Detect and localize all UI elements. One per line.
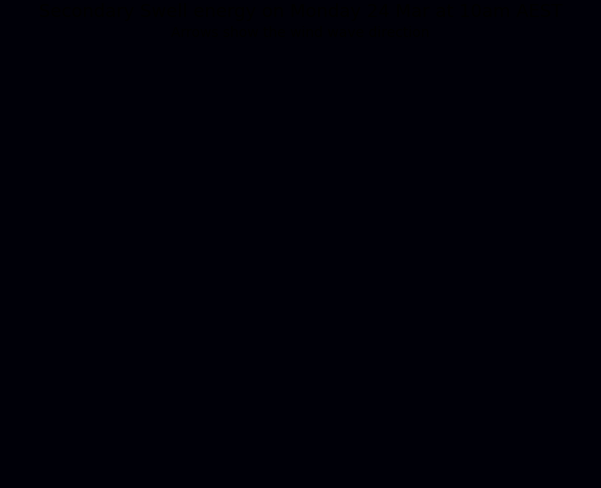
Text: Arrows show the wind wave direction: Arrows show the wind wave direction bbox=[171, 26, 430, 40]
Text: Secondary Swell energy on Monday 24 Mar at 10am AEST: Secondary Swell energy on Monday 24 Mar … bbox=[39, 3, 562, 21]
